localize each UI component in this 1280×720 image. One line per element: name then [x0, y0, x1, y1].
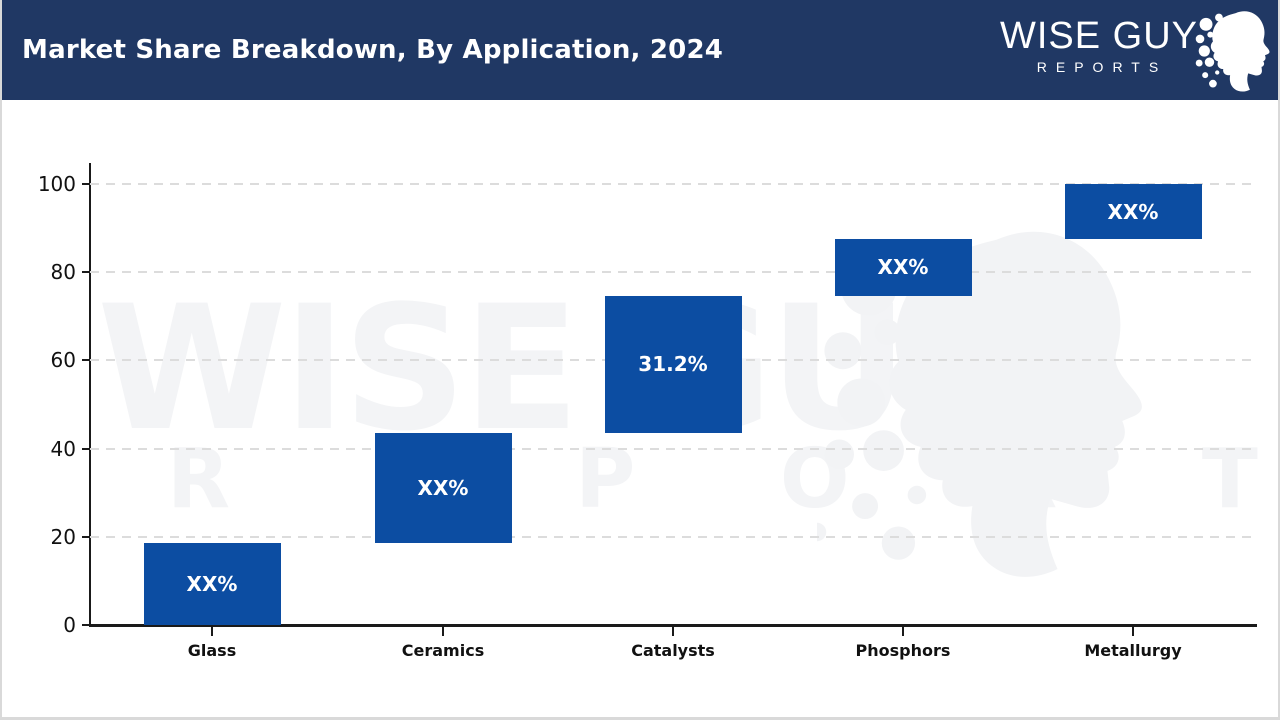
x-tick-mark-ceramics — [442, 627, 444, 636]
x-axis-label-catalysts: Catalysts — [631, 641, 715, 660]
bar-value-label-phosphors: XX% — [877, 255, 929, 280]
y-tick-mark-80 — [82, 271, 90, 274]
x-axis-line — [89, 624, 1257, 627]
x-axis-label-phosphors: Phosphors — [855, 641, 951, 660]
x-tick-mark-catalysts — [672, 627, 674, 636]
gridline-40 — [90, 447, 1255, 450]
bar-catalysts: 31.2% — [604, 295, 742, 434]
y-tick-mark-0 — [82, 624, 90, 626]
brand-logo: WISE GUY REPORTS — [1000, 16, 1198, 75]
y-tick-label-80: 80 — [50, 260, 76, 285]
chart-title: Market Share Breakdown, By Application, … — [22, 35, 724, 65]
y-tick-label-100: 100 — [37, 172, 76, 196]
y-tick-mark-40 — [82, 447, 90, 450]
brand-logo-face-icon — [1195, 11, 1270, 92]
gridline-80 — [90, 271, 1255, 274]
bar-ceramics: XX% — [374, 433, 512, 543]
y-tick-label-40: 40 — [50, 436, 76, 461]
y-tick-label-0: 0 — [63, 613, 76, 637]
x-tick-mark-phosphors — [902, 627, 904, 636]
y-tick-mark-60 — [82, 359, 90, 362]
gridline-100 — [90, 183, 1255, 185]
y-tick-label-60: 60 — [50, 348, 76, 373]
bar-metallurgy: XX% — [1064, 184, 1202, 240]
y-tick-mark-20 — [82, 535, 90, 538]
y-axis-line — [89, 163, 91, 627]
bar-value-label-metallurgy: XX% — [1107, 199, 1159, 224]
y-tick-label-20: 20 — [50, 524, 76, 549]
x-axis-label-ceramics: Ceramics — [401, 641, 485, 660]
brand-logo-name: WISE GUY — [999, 15, 1198, 57]
x-tick-mark-glass — [211, 627, 213, 636]
x-axis-label-metallurgy: Metallurgy — [1084, 641, 1182, 660]
y-tick-mark-100 — [82, 183, 90, 185]
brand-logo-subtitle: REPORTS — [1036, 59, 1168, 75]
bar-glass: XX% — [143, 542, 281, 625]
x-axis-label-glass: Glass — [187, 641, 237, 660]
header-band: Market Share Breakdown, By Application, … — [2, 0, 1278, 100]
gridline-20 — [90, 535, 1255, 538]
x-tick-mark-metallurgy — [1132, 627, 1134, 636]
bar-value-label-glass: XX% — [186, 571, 238, 596]
bar-phosphors: XX% — [834, 239, 972, 296]
bar-value-label-ceramics: XX% — [417, 475, 469, 500]
bar-value-label-catalysts: 31.2% — [638, 352, 708, 377]
